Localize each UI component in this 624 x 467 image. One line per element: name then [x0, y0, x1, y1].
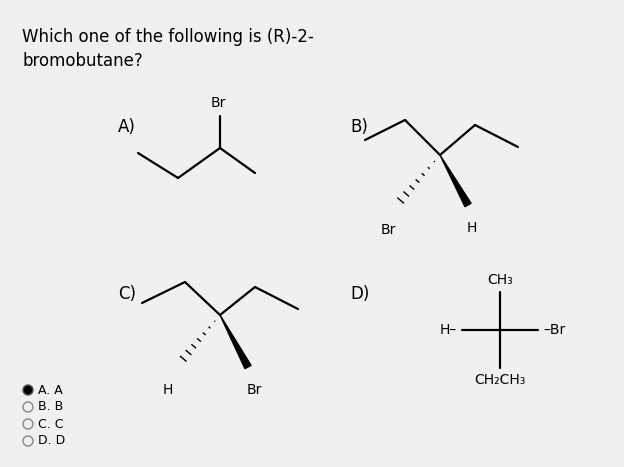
Text: Which one of the following is (R)-2-: Which one of the following is (R)-2-: [22, 28, 314, 46]
Text: –Br: –Br: [543, 323, 565, 337]
Circle shape: [23, 436, 33, 446]
Text: B): B): [350, 118, 368, 136]
Text: A): A): [118, 118, 136, 136]
Text: Br: Br: [380, 223, 396, 237]
Text: D. D: D. D: [38, 434, 66, 447]
Polygon shape: [220, 315, 251, 368]
Circle shape: [23, 385, 33, 395]
Text: CH₂CH₃: CH₂CH₃: [474, 373, 525, 387]
Text: D): D): [350, 285, 369, 303]
Text: bromobutane?: bromobutane?: [22, 52, 143, 70]
Text: H: H: [163, 383, 173, 397]
Text: Br: Br: [246, 383, 261, 397]
Text: Br: Br: [210, 96, 226, 110]
Circle shape: [23, 402, 33, 412]
Text: CH₃: CH₃: [487, 273, 513, 287]
Text: A. A: A. A: [38, 383, 63, 396]
Polygon shape: [440, 155, 471, 207]
Text: H–: H–: [440, 323, 457, 337]
Text: C): C): [118, 285, 136, 303]
Text: B. B: B. B: [38, 401, 63, 413]
Circle shape: [23, 419, 33, 429]
Text: H: H: [467, 221, 477, 235]
Text: C. C: C. C: [38, 417, 64, 431]
